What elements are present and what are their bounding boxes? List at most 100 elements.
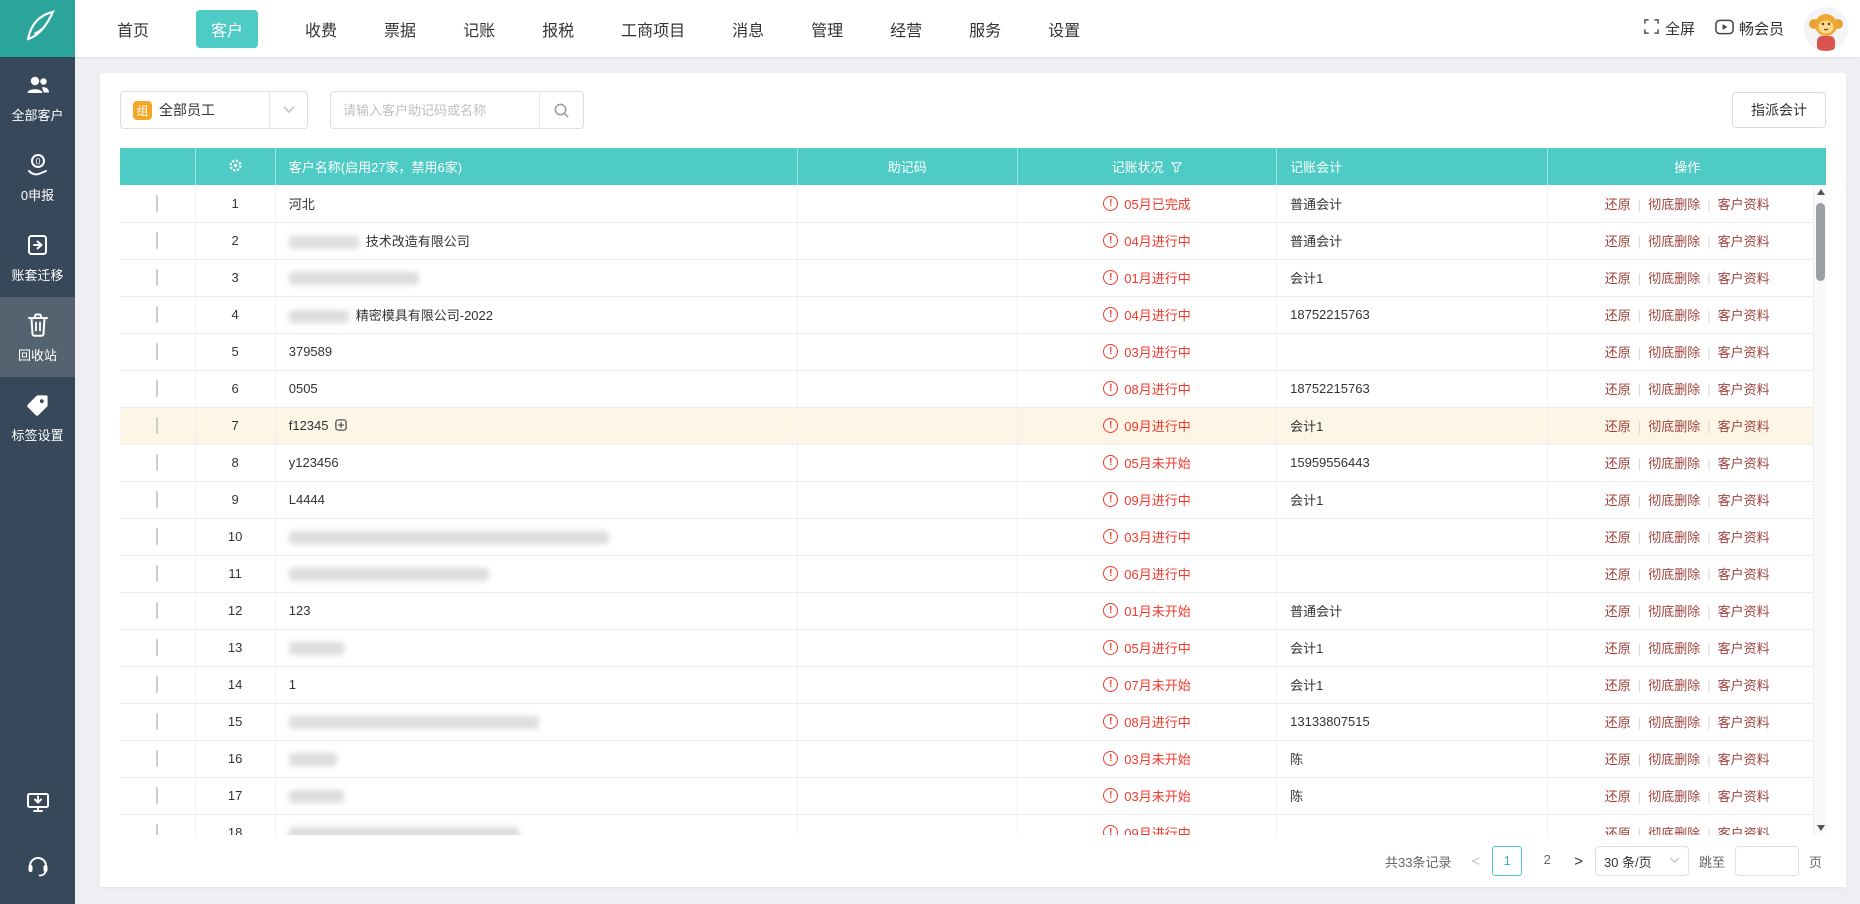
row-checkbox[interactable] [156,306,159,323]
search-button[interactable] [539,92,583,128]
action-还原[interactable]: 还原 [1604,826,1631,835]
scroll-down-arrow[interactable] [1814,821,1826,835]
action-还原[interactable]: 还原 [1604,456,1631,471]
action-还原[interactable]: 还原 [1604,382,1631,397]
action-客户资料[interactable]: 客户资料 [1717,678,1770,693]
action-客户资料[interactable]: 客户资料 [1717,530,1770,545]
action-彻底删除[interactable]: 彻底删除 [1648,715,1701,730]
nav-item-9[interactable]: 管理 [811,22,844,40]
action-彻底删除[interactable]: 彻底删除 [1648,641,1701,656]
nav-item-1[interactable]: 首页 [117,22,150,40]
page-button-2[interactable]: 2 [1543,852,1551,867]
action-客户资料[interactable]: 客户资料 [1717,567,1770,582]
action-客户资料[interactable]: 客户资料 [1717,271,1770,286]
action-客户资料[interactable]: 客户资料 [1717,196,1770,212]
action-彻底删除[interactable]: 彻底删除 [1648,196,1701,212]
scroll-up-arrow[interactable] [1814,185,1826,199]
row-checkbox[interactable] [156,528,159,545]
client-download-icon[interactable] [25,790,51,816]
action-彻底删除[interactable]: 彻底删除 [1648,419,1701,434]
scrollbar-thumb[interactable] [1816,203,1825,281]
sidebar-item-0申报[interactable]: 0 0申报 [0,137,75,217]
nav-item-2[interactable]: 客户 [196,9,259,48]
row-checkbox[interactable] [156,491,159,508]
sidebar-item-标签设置[interactable]: 标签设置 [0,377,75,457]
search-input[interactable] [331,93,539,127]
row-checkbox[interactable] [156,454,159,471]
action-还原[interactable]: 还原 [1604,234,1631,249]
action-彻底删除[interactable]: 彻底删除 [1648,271,1701,286]
action-客户资料[interactable]: 客户资料 [1717,308,1770,323]
nav-item-12[interactable]: 设置 [1048,22,1081,40]
row-checkbox[interactable] [156,194,159,212]
action-彻底删除[interactable]: 彻底删除 [1648,456,1701,471]
page-button-1[interactable]: 1 [1492,846,1523,876]
action-彻底删除[interactable]: 彻底删除 [1648,567,1701,582]
action-还原[interactable]: 还原 [1604,567,1631,582]
row-checkbox[interactable] [156,787,159,804]
member-button[interactable]: 畅会员 [1715,18,1784,39]
user-avatar[interactable] [1804,6,1848,51]
action-还原[interactable]: 还原 [1604,789,1631,804]
nav-item-4[interactable]: 票据 [384,22,417,40]
row-checkbox[interactable] [156,343,159,360]
action-彻底删除[interactable]: 彻底删除 [1648,530,1701,545]
support-headset-icon[interactable] [25,852,51,878]
action-彻底删除[interactable]: 彻底删除 [1648,382,1701,397]
action-客户资料[interactable]: 客户资料 [1717,382,1770,397]
row-checkbox[interactable] [156,417,159,434]
action-还原[interactable]: 还原 [1604,641,1631,656]
prev-page-button[interactable]: < [1471,852,1481,870]
action-彻底删除[interactable]: 彻底删除 [1648,308,1701,323]
action-还原[interactable]: 还原 [1604,604,1631,619]
nav-item-7[interactable]: 工商项目 [621,22,686,40]
action-客户资料[interactable]: 客户资料 [1717,345,1770,360]
row-checkbox[interactable] [156,602,159,619]
next-page-button[interactable]: > [1574,852,1583,870]
filter-icon[interactable] [1171,161,1183,176]
row-checkbox[interactable] [156,676,159,693]
row-checkbox[interactable] [156,232,159,249]
action-还原[interactable]: 还原 [1604,493,1631,508]
row-checkbox[interactable] [156,380,159,397]
action-客户资料[interactable]: 客户资料 [1717,234,1770,249]
action-彻底删除[interactable]: 彻底删除 [1648,826,1701,835]
action-彻底删除[interactable]: 彻底删除 [1648,234,1701,249]
action-客户资料[interactable]: 客户资料 [1717,419,1770,434]
page-size-select[interactable]: 30 条/页 [1594,846,1689,876]
nav-item-5[interactable]: 记账 [463,22,496,40]
row-checkbox[interactable] [156,750,159,767]
action-彻底删除[interactable]: 彻底删除 [1648,345,1701,360]
row-checkbox[interactable] [156,824,159,835]
row-checkbox[interactable] [156,639,159,656]
action-彻底删除[interactable]: 彻底删除 [1648,493,1701,508]
sidebar-item-回收站[interactable]: 回收站 [0,297,75,377]
action-客户资料[interactable]: 客户资料 [1717,493,1770,508]
action-客户资料[interactable]: 客户资料 [1717,604,1770,619]
row-checkbox[interactable] [156,269,159,286]
action-客户资料[interactable]: 客户资料 [1717,826,1770,835]
nav-item-8[interactable]: 消息 [732,22,765,40]
gear-icon[interactable] [228,159,243,176]
nav-item-6[interactable]: 报税 [542,22,575,40]
assign-accountant-button[interactable]: 指派会计 [1732,92,1826,128]
action-还原[interactable]: 还原 [1604,271,1631,286]
nav-item-3[interactable]: 收费 [305,22,338,40]
action-彻底删除[interactable]: 彻底删除 [1648,678,1701,693]
nav-item-10[interactable]: 经营 [890,22,923,40]
jump-to-page-input[interactable] [1734,846,1799,876]
row-checkbox[interactable] [156,713,159,730]
copy-icon[interactable] [329,418,348,433]
sidebar-item-账套迁移[interactable]: 账套迁移 [0,217,75,297]
row-checkbox[interactable] [156,565,159,582]
action-还原[interactable]: 还原 [1604,308,1631,323]
action-彻底删除[interactable]: 彻底删除 [1648,789,1701,804]
action-还原[interactable]: 还原 [1604,196,1631,212]
action-客户资料[interactable]: 客户资料 [1717,456,1770,471]
action-还原[interactable]: 还原 [1604,345,1631,360]
action-还原[interactable]: 还原 [1604,715,1631,730]
action-还原[interactable]: 还原 [1604,530,1631,545]
nav-item-11[interactable]: 服务 [969,22,1002,40]
action-彻底删除[interactable]: 彻底删除 [1648,604,1701,619]
action-还原[interactable]: 还原 [1604,419,1631,434]
